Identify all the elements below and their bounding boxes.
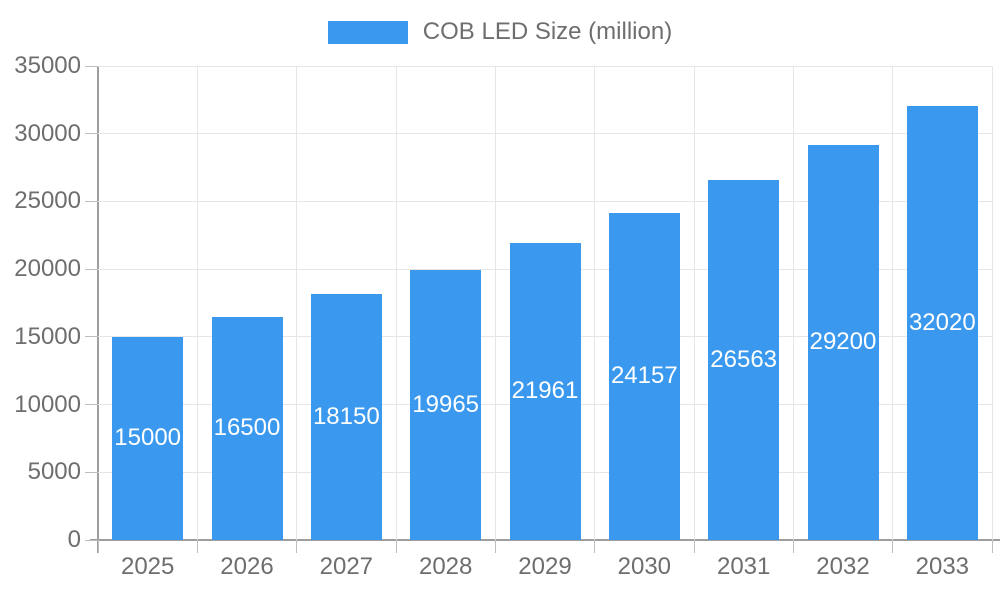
gridline-vertical — [594, 66, 596, 540]
y-axis-tick — [85, 471, 98, 473]
y-axis-tick — [85, 133, 98, 135]
x-axis-tick — [892, 540, 894, 553]
y-tick-label: 30000 — [14, 119, 81, 147]
x-tick-label: 2025 — [120, 553, 175, 580]
bar-2028[interactable] — [410, 269, 482, 540]
x-axis-tick — [196, 540, 198, 553]
gridline-vertical — [693, 66, 695, 540]
y-axis-line — [97, 66, 99, 553]
x-tick-label: 2033 — [915, 553, 970, 580]
y-tick-label: 25000 — [14, 187, 81, 215]
x-tick-label: 2030 — [617, 553, 672, 580]
x-tick-label: 2026 — [220, 553, 274, 580]
x-tick-label: 2031 — [716, 553, 771, 580]
bar-2026[interactable] — [211, 316, 283, 540]
gridline-horizontal — [98, 200, 992, 202]
y-tick-label: 20000 — [14, 255, 81, 283]
bar-2029[interactable] — [509, 242, 581, 540]
x-axis-tick — [395, 540, 397, 553]
x-axis-tick — [792, 540, 794, 553]
gridline-vertical — [991, 66, 993, 540]
x-tick-label: 2032 — [816, 553, 870, 580]
gridline-horizontal — [98, 133, 992, 135]
plot-area: 0 5000 10000 15000 20000 25000 30000 35000 15000… — [14, 52, 1000, 580]
gridline-vertical — [494, 66, 496, 540]
legend-color-swatch — [327, 20, 408, 44]
x-tick-label: 2027 — [319, 553, 374, 580]
gridline-vertical — [892, 66, 894, 540]
x-axis-line — [90, 539, 1000, 541]
bar-2030[interactable] — [608, 212, 680, 540]
y-axis-tick — [85, 65, 98, 67]
x-axis-tick — [594, 540, 596, 553]
y-tick-label: 35000 — [14, 52, 81, 79]
x-tick-label: 2029 — [518, 553, 572, 580]
x-axis-tick — [296, 540, 298, 553]
x-axis-tick — [693, 540, 695, 553]
x-axis-tick — [991, 540, 993, 553]
bar-2031[interactable] — [708, 180, 780, 540]
gridline-vertical — [296, 66, 298, 540]
y-tick-label: 0 — [67, 526, 81, 553]
y-axis-tick — [85, 404, 98, 406]
legend-item[interactable]: COB LED Size (million) — [0, 18, 1000, 46]
gridline-vertical — [395, 66, 397, 540]
gridline-vertical — [196, 66, 198, 540]
y-axis-tick — [85, 539, 98, 541]
y-axis-tick — [85, 336, 98, 338]
x-tick-label: 2028 — [418, 553, 473, 580]
y-tick-label: 5000 — [27, 458, 81, 486]
y-axis-tick — [85, 200, 98, 202]
bar-2025[interactable] — [112, 336, 184, 540]
x-axis-tick — [494, 540, 496, 553]
bar-2032[interactable] — [807, 144, 879, 540]
gridline-vertical — [792, 66, 794, 540]
y-tick-label: 10000 — [14, 390, 81, 418]
gridline-horizontal — [98, 65, 992, 67]
bar-2033[interactable] — [906, 106, 978, 540]
x-axis-tick — [97, 540, 99, 553]
legend-label: COB LED Size (million) — [422, 18, 673, 45]
y-axis-tick — [85, 268, 98, 270]
y-tick-label: 15000 — [14, 322, 81, 350]
bar-2027[interactable] — [310, 294, 382, 540]
